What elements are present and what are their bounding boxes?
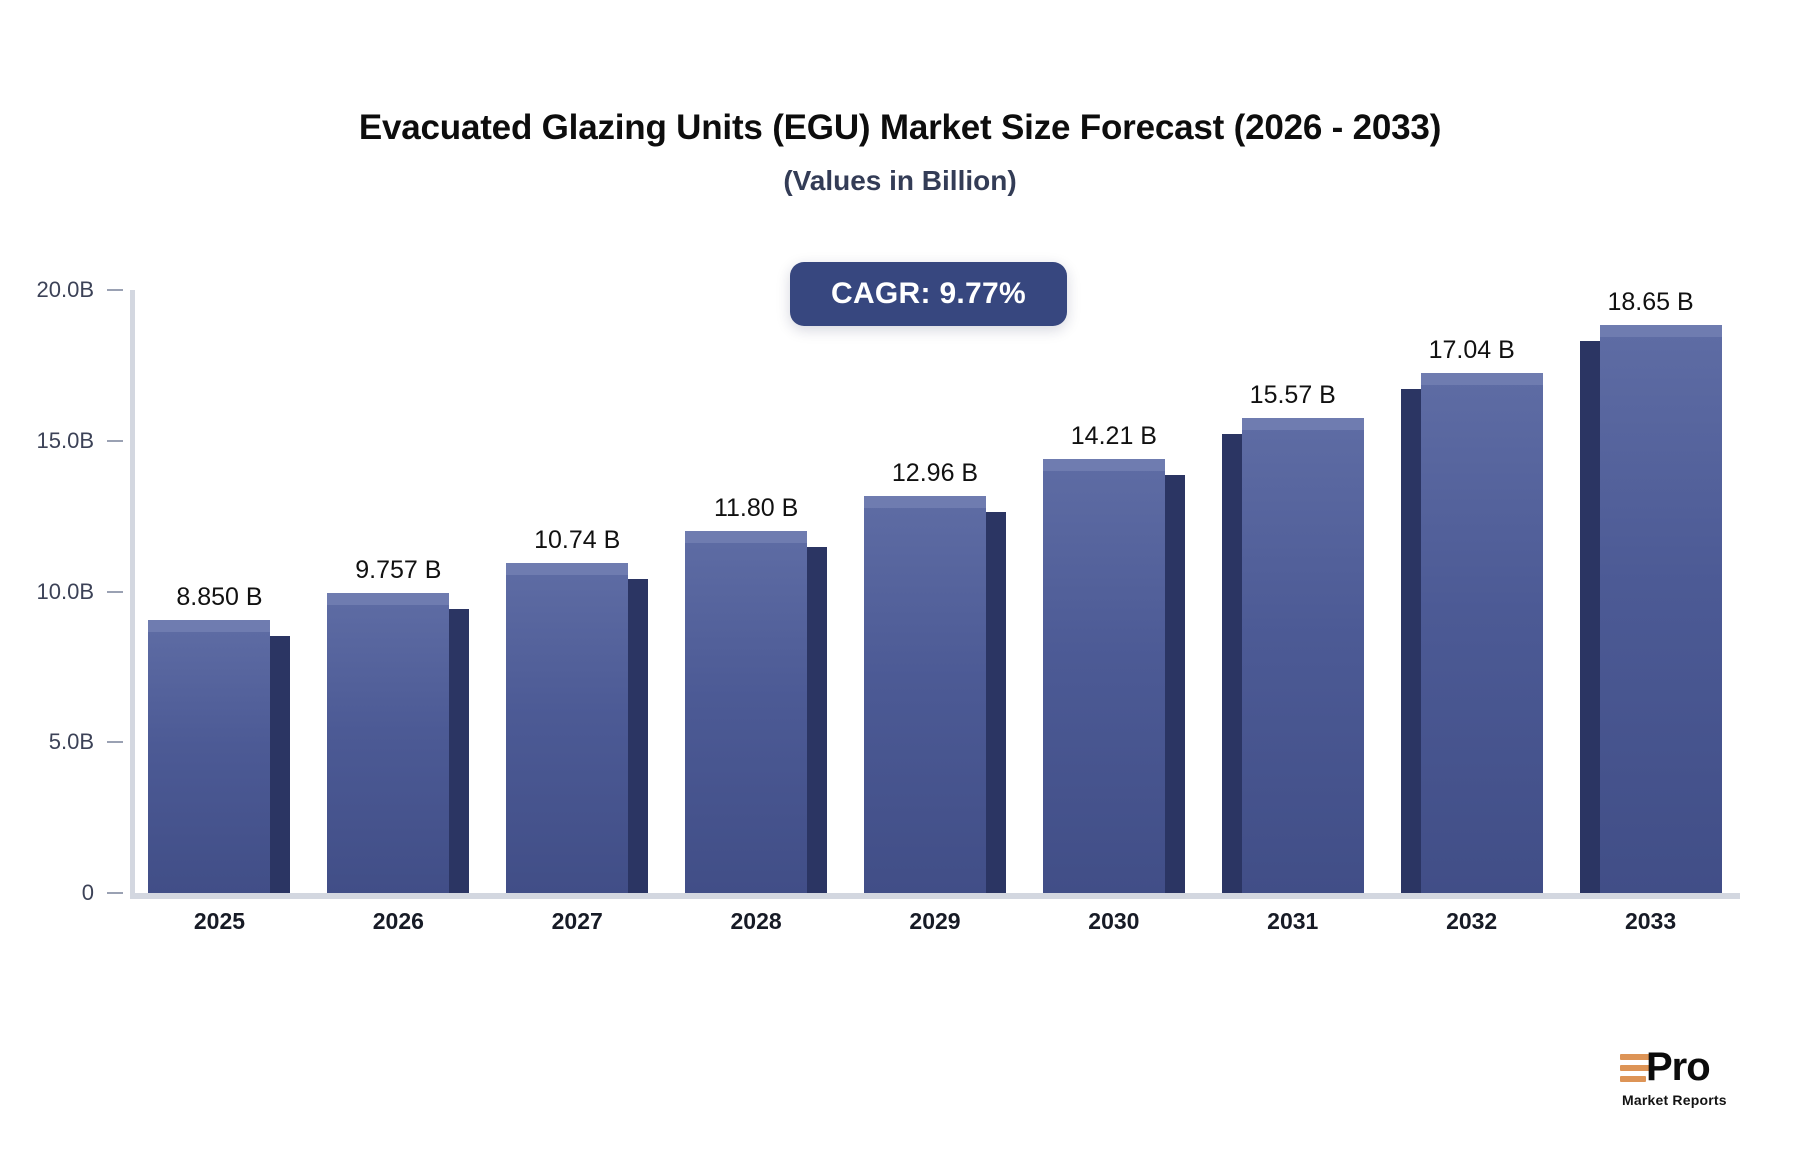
bar-side-face bbox=[270, 636, 291, 893]
bar-top-face bbox=[1420, 373, 1543, 386]
cagr-badge: CAGR: 9.77% bbox=[790, 262, 1067, 326]
x-axis-tick-label: 2030 bbox=[1088, 908, 1140, 934]
bar-front-face bbox=[327, 598, 450, 893]
y-axis-tick-label: 10.0B bbox=[36, 578, 95, 604]
bar-front-face bbox=[685, 537, 808, 893]
bar-side-face bbox=[449, 608, 470, 893]
bar-front-face bbox=[1042, 464, 1165, 893]
y-axis-tick-mark bbox=[107, 741, 123, 744]
bar-value-label: 11.80 B bbox=[713, 494, 799, 523]
bar bbox=[148, 620, 291, 893]
plot-area: 8.850 B 9.757 B 10.74 B 11.80 B 12.96 B 14.21… bbox=[130, 288, 1740, 899]
x-axis-tick-label: 2026 bbox=[372, 908, 424, 934]
brand-logo: Pro Market Reports bbox=[1620, 1045, 1780, 1114]
bar-value-label: 8.850 B bbox=[176, 583, 263, 612]
bar-value-label: 12.96 B bbox=[891, 459, 979, 488]
bar-front-face bbox=[506, 569, 629, 893]
logo-wordmark: Pro bbox=[1646, 1045, 1711, 1089]
x-axis-tick-label: 2025 bbox=[193, 908, 246, 934]
y-axis-tick-mark bbox=[107, 289, 123, 291]
y-axis-tick-mark bbox=[107, 590, 123, 593]
bar-side-face bbox=[1164, 474, 1185, 893]
bar-value-label: 9.757 B bbox=[355, 555, 442, 584]
bar-front-face bbox=[1420, 379, 1543, 893]
y-axis: 20.0B 15.0B 10.0B 5.0B 0 bbox=[0, 277, 130, 905]
y-axis-spine bbox=[130, 290, 135, 893]
bar-series: 8.850 B 9.757 B 10.74 B 11.80 B 12.96 B 14.21… bbox=[130, 288, 1740, 893]
bar-front-face bbox=[1241, 423, 1364, 893]
bar-side-face bbox=[807, 547, 828, 893]
bar bbox=[1400, 373, 1543, 893]
bar bbox=[685, 531, 828, 893]
x-axis-tick-label: 2027 bbox=[551, 908, 603, 934]
y-axis-tick-label: 15.0B bbox=[36, 427, 95, 453]
x-axis-spine bbox=[130, 893, 1740, 899]
logo-bars-icon bbox=[1620, 1054, 1654, 1086]
bar bbox=[1579, 324, 1722, 893]
bar-value-label: 14.21 B bbox=[1070, 421, 1157, 450]
bar-top-face bbox=[864, 496, 986, 509]
bar-side-face bbox=[1400, 389, 1421, 893]
y-axis-tick-label: 20.0B bbox=[36, 277, 95, 302]
bar bbox=[327, 592, 470, 893]
bar-value-label: 15.57 B bbox=[1249, 380, 1336, 409]
y-axis-tick-label: 0 bbox=[81, 880, 94, 905]
x-axis-tick-label: 2033 bbox=[1624, 908, 1677, 934]
bar-side-face bbox=[1579, 340, 1600, 893]
logo-tagline: Market Reports bbox=[1622, 1092, 1727, 1108]
bar-value-label: 17.04 B bbox=[1428, 336, 1515, 365]
x-axis-tick-label: 2031 bbox=[1267, 908, 1319, 934]
bar-front-face bbox=[148, 626, 271, 893]
y-axis-tick-mark bbox=[107, 892, 123, 894]
chart-title: Evacuated Glazing Units (EGU) Market Siz… bbox=[358, 108, 1442, 147]
bar-top-face bbox=[506, 563, 629, 576]
bar-side-face bbox=[628, 579, 649, 893]
bar-value-label: 18.65 B bbox=[1607, 287, 1694, 316]
bar-front-face bbox=[864, 502, 986, 893]
chart-subtitle: (Values in Billion) bbox=[783, 165, 1017, 196]
bar-side-face bbox=[986, 512, 1006, 893]
bar bbox=[1221, 417, 1364, 893]
bar-value-label: 10.74 B bbox=[534, 526, 621, 555]
x-axis-tick-label: 2029 bbox=[909, 908, 961, 934]
bar bbox=[1042, 458, 1185, 893]
x-axis-tick-label: 2028 bbox=[730, 908, 782, 934]
bar bbox=[864, 496, 1006, 893]
bar-front-face bbox=[1599, 330, 1722, 893]
y-axis-tick-label: 5.0B bbox=[48, 729, 94, 755]
x-axis-tick-label: 2032 bbox=[1446, 908, 1498, 934]
y-axis-tick-mark bbox=[107, 439, 123, 442]
bar-top-face bbox=[327, 592, 450, 605]
bar-top-face bbox=[685, 531, 808, 544]
bar-side-face bbox=[1221, 433, 1242, 893]
bar bbox=[506, 563, 649, 893]
bar-top-face bbox=[1599, 324, 1722, 337]
x-axis: 2025 2026 2027 2028 2029 2030 2031 2032 2033 bbox=[130, 908, 1740, 948]
bar-top-face bbox=[1042, 458, 1165, 471]
bar-top-face bbox=[148, 620, 271, 633]
bar-top-face bbox=[1241, 417, 1364, 430]
